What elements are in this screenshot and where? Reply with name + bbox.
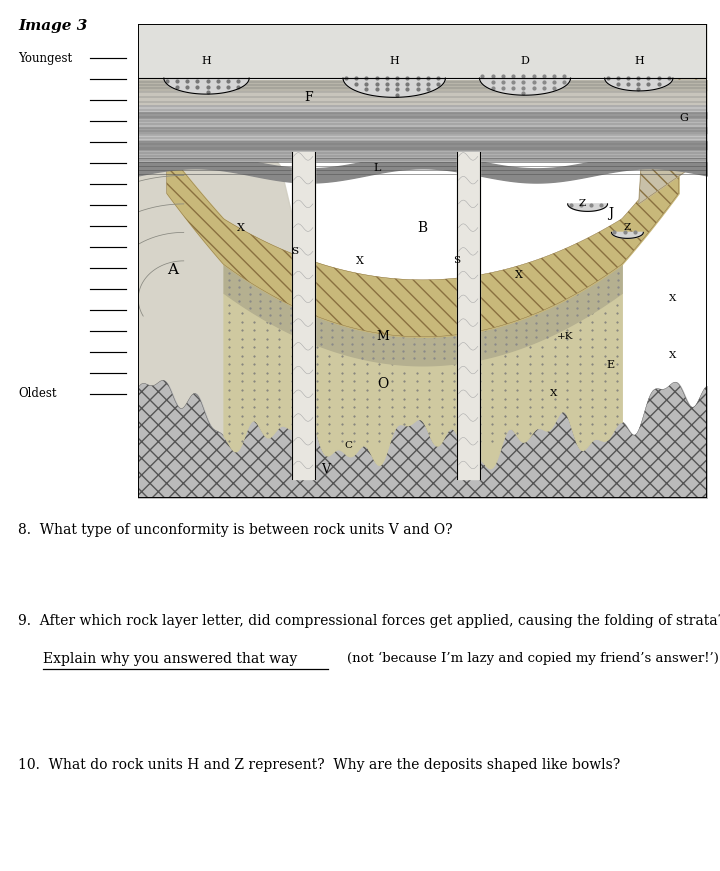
Text: B: B [418,220,428,234]
Polygon shape [456,152,480,479]
Text: H: H [202,57,212,66]
Polygon shape [480,78,570,95]
Text: Explain why you answered that way: Explain why you answered that way [43,652,297,665]
Text: Z: Z [578,199,585,208]
Text: A: A [167,263,178,277]
Polygon shape [292,152,315,479]
Text: 10.  What do rock units H and Z represent?  Why are the deposits shaped like bow: 10. What do rock units H and Z represent… [18,758,620,772]
Polygon shape [138,24,297,498]
Text: X: X [356,256,364,266]
Text: 9.  After which rock layer letter, did compressional forces get applied, causing: 9. After which rock layer letter, did co… [18,614,720,628]
Text: V: V [321,463,330,476]
Text: X: X [516,270,523,280]
Text: Z: Z [624,223,631,233]
Text: M: M [377,330,390,343]
Text: H: H [390,57,399,66]
Text: E: E [606,361,614,370]
Text: C: C [345,442,353,450]
Text: S: S [453,256,460,266]
Text: X: X [237,223,245,233]
Polygon shape [605,78,673,91]
Text: H: H [634,57,644,66]
Polygon shape [611,233,644,239]
Text: F: F [305,91,313,104]
Polygon shape [164,78,249,94]
Text: D: D [521,57,529,66]
Text: X: X [550,389,557,398]
Text: Image 3: Image 3 [18,19,87,33]
Text: G: G [680,113,689,124]
Text: X: X [669,294,677,303]
Polygon shape [343,78,446,98]
Text: Youngest: Youngest [18,52,72,64]
Text: +K: +K [557,333,573,341]
Polygon shape [567,204,608,212]
Text: L: L [374,163,381,173]
Text: J: J [608,207,613,219]
Text: O: O [377,377,389,391]
Text: S: S [291,246,298,256]
Text: (not ‘because I’m lazy and copied my friend’s answer!’): (not ‘because I’m lazy and copied my fri… [330,652,719,665]
Polygon shape [639,24,707,204]
Text: 8.  What type of unconformity is between rock units V and O?: 8. What type of unconformity is between … [18,523,453,537]
Text: Oldest: Oldest [18,388,56,400]
Text: X: X [669,351,677,361]
